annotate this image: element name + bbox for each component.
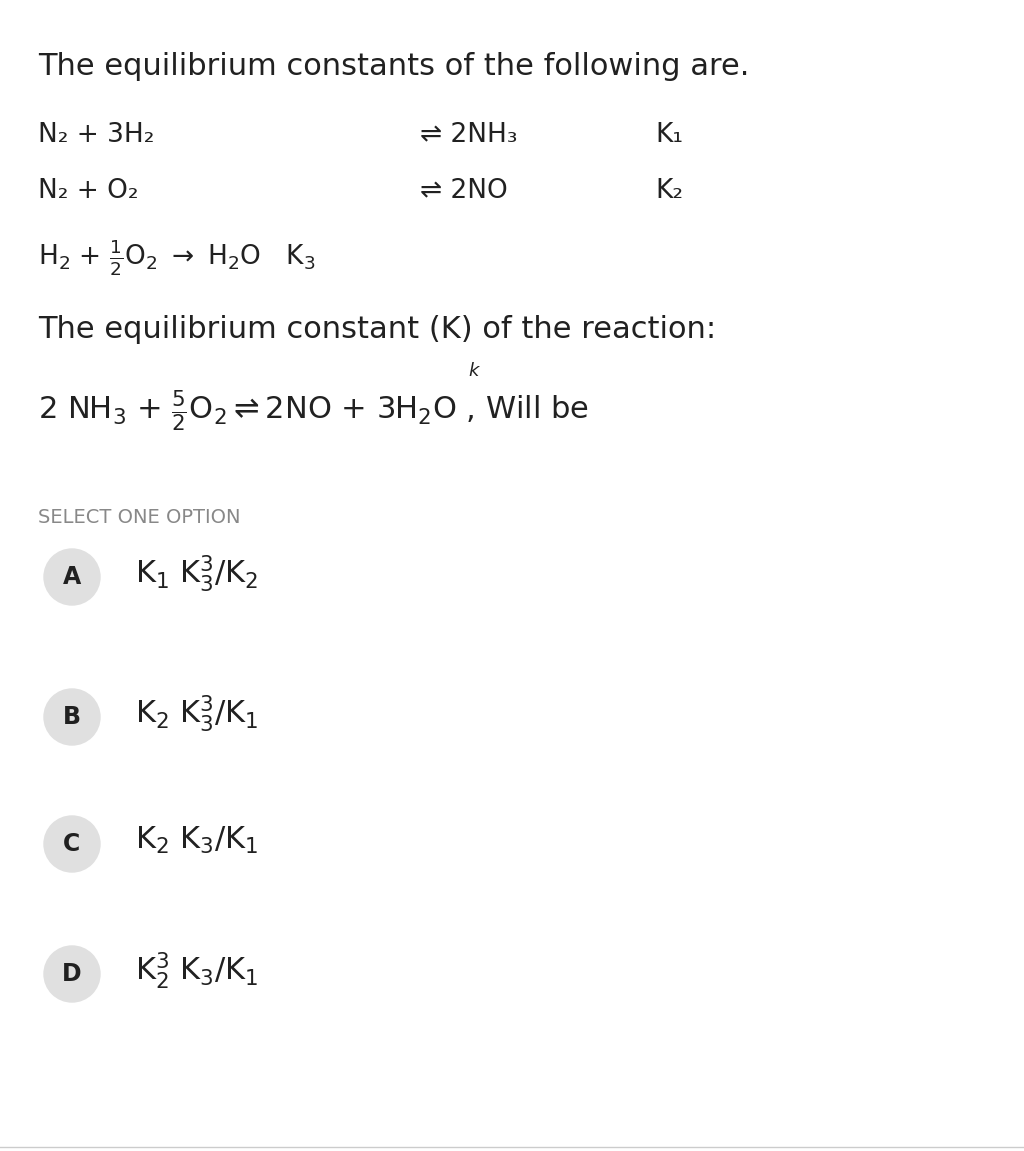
Text: ⇌ 2NO: ⇌ 2NO	[420, 178, 508, 204]
Circle shape	[44, 946, 100, 1003]
Text: K$_2$ K$_3^3$/K$_1$: K$_2$ K$_3^3$/K$_1$	[135, 693, 258, 733]
Text: A: A	[62, 565, 81, 589]
Text: K₁: K₁	[655, 122, 683, 148]
Circle shape	[44, 689, 100, 745]
Text: C: C	[63, 832, 81, 856]
Text: 2 NH$_3$ + $\frac{5}{2}$O$_2\rightleftharpoons$2NO + 3H$_2$O , Will be: 2 NH$_3$ + $\frac{5}{2}$O$_2\rightleftha…	[38, 388, 589, 434]
Text: B: B	[63, 706, 81, 729]
Text: D: D	[62, 962, 82, 986]
Text: N₂ + O₂: N₂ + O₂	[38, 178, 138, 204]
Text: K$_2^3$ K$_3$/K$_1$: K$_2^3$ K$_3$/K$_1$	[135, 950, 258, 991]
Text: K$_1$ K$_3^3$/K$_2$: K$_1$ K$_3^3$/K$_2$	[135, 552, 258, 594]
Text: k: k	[468, 363, 478, 380]
Text: The equilibrium constants of the following are.: The equilibrium constants of the followi…	[38, 52, 750, 81]
Text: N₂ + 3H₂: N₂ + 3H₂	[38, 122, 155, 148]
Text: The equilibrium constant (K) of the reaction:: The equilibrium constant (K) of the reac…	[38, 315, 716, 344]
Text: SELECT ONE OPTION: SELECT ONE OPTION	[38, 508, 241, 527]
Circle shape	[44, 549, 100, 605]
Text: K$_2$ K$_3$/K$_1$: K$_2$ K$_3$/K$_1$	[135, 824, 258, 855]
Text: ⇌ 2NH₃: ⇌ 2NH₃	[420, 122, 517, 148]
Text: H$_2$ + $\frac{1}{2}$O$_2$ $\rightarrow$ H$_2$O   K$_3$: H$_2$ + $\frac{1}{2}$O$_2$ $\rightarrow$…	[38, 238, 315, 279]
Text: K₂: K₂	[655, 178, 683, 204]
Circle shape	[44, 816, 100, 872]
